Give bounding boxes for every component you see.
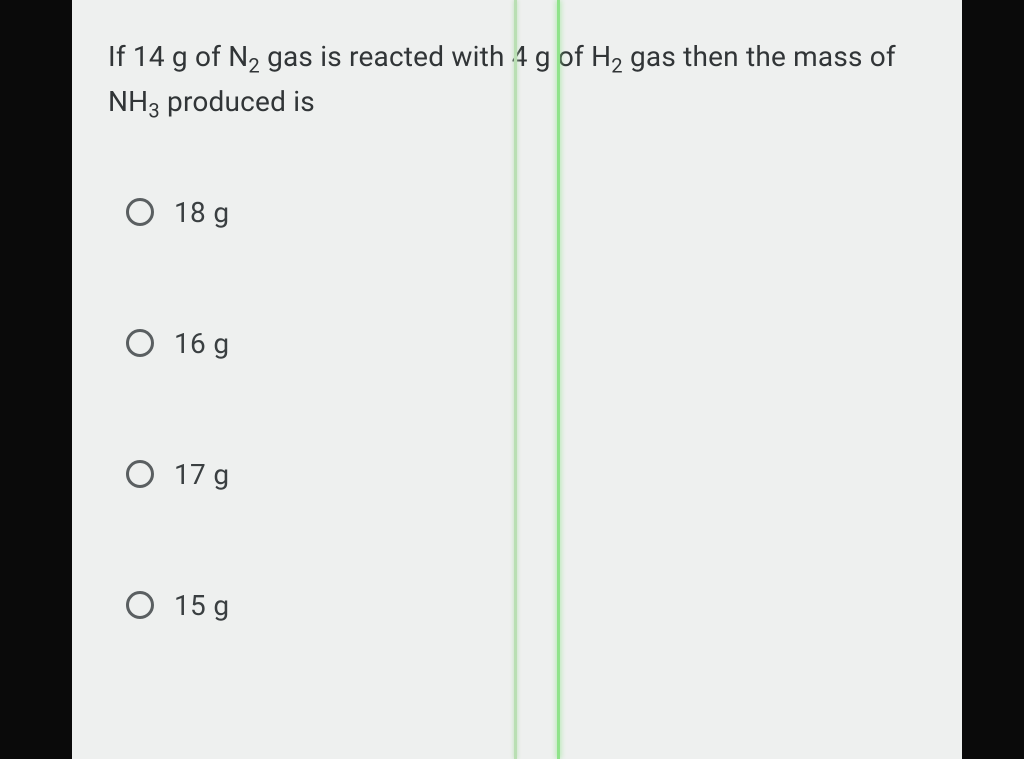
option-2[interactable]: 16 g (126, 327, 926, 360)
quiz-card: If 14 g of N2 gas is reacted with 4 g of… (72, 0, 962, 759)
question-part: gas is reacted with 4 g of H (260, 40, 611, 73)
option-1[interactable]: 18 g (126, 196, 926, 229)
radio-icon[interactable] (126, 329, 154, 357)
options-group: 18 g 16 g 17 g 15 g (108, 196, 926, 622)
option-label: 15 g (174, 589, 229, 622)
question-part: produced is (160, 85, 315, 118)
radio-icon[interactable] (126, 460, 154, 488)
option-label: 16 g (174, 327, 229, 360)
screen-bezel (962, 0, 1024, 759)
question-part: If 14 g of N (108, 40, 248, 73)
radio-icon[interactable] (126, 591, 154, 619)
option-4[interactable]: 15 g (126, 589, 926, 622)
subscript: 3 (148, 98, 160, 122)
option-3[interactable]: 17 g (126, 458, 926, 491)
subscript: 2 (248, 54, 260, 78)
subscript: 2 (611, 54, 623, 78)
question-text: If 14 g of N2 gas is reacted with 4 g of… (108, 36, 926, 126)
radio-icon[interactable] (126, 198, 154, 226)
option-label: 18 g (174, 196, 229, 229)
option-label: 17 g (174, 458, 229, 491)
